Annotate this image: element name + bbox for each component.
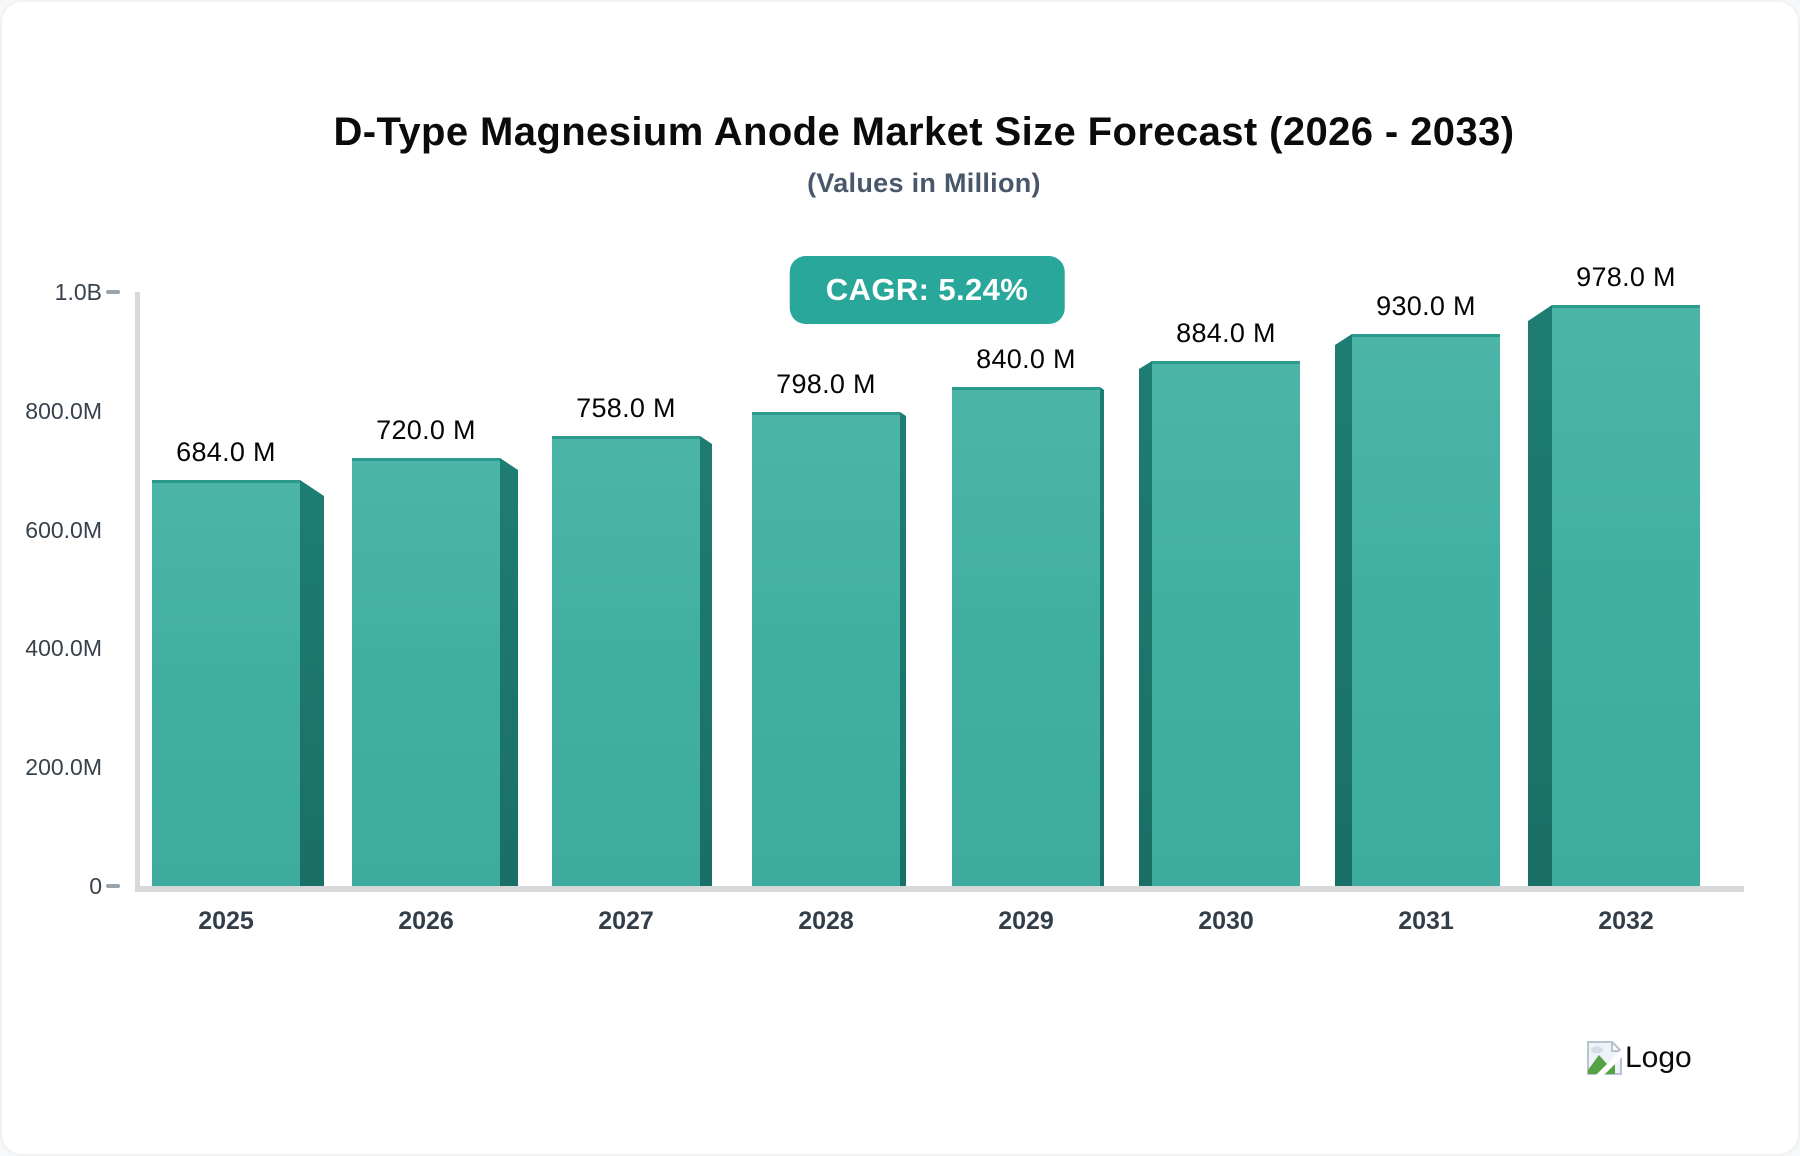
bar-value-label: 930.0 M (1376, 291, 1476, 321)
y-tick-label: 400.0M (25, 635, 102, 662)
x-tick-label: 2029 (998, 907, 1054, 935)
bar (1552, 305, 1700, 886)
y-tick-label: 800.0M (25, 397, 102, 424)
broken-image-icon (1587, 1041, 1623, 1076)
bar-side-face (1139, 361, 1152, 886)
bar (752, 412, 900, 886)
logo-watermark: Logo (1585, 1040, 1692, 1076)
x-tick-label: 2032 (1598, 907, 1654, 935)
y-tick-label: 200.0M (25, 754, 102, 781)
bar-side-face (1335, 334, 1352, 886)
bar-value-label: 758.0 M (576, 393, 676, 423)
chart-subtitle: (Values in Million) (807, 168, 1041, 198)
title-block: D-Type Magnesium Anode Market Size Forec… (46, 110, 1798, 199)
bar-value-label: 978.0 M (1576, 262, 1676, 292)
bar (1152, 361, 1300, 886)
cagr-badge: CAGR: 5.24% (789, 256, 1065, 324)
x-tick-label: 2025 (198, 907, 254, 935)
y-tick-label: 1.0B (54, 279, 102, 305)
x-tick-label: 2027 (598, 907, 654, 935)
x-tick-label: 2031 (1398, 907, 1454, 935)
bar-value-label: 720.0 M (376, 415, 476, 445)
bar (552, 436, 700, 886)
bar (1352, 334, 1500, 886)
bar-value-label: 684.0 M (176, 437, 276, 467)
y-axis-line (135, 292, 140, 892)
bar-value-label: 884.0 M (1176, 318, 1276, 348)
bar (152, 480, 300, 886)
x-tick-label: 2026 (398, 907, 454, 935)
bar-side-face (300, 480, 324, 886)
y-tick-label: 600.0M (25, 516, 102, 543)
bar-value-label: 840.0 M (976, 344, 1076, 374)
y-tick-mark (106, 884, 120, 888)
y-tick-label: 0 (89, 873, 102, 899)
y-tick-mark (106, 290, 120, 294)
bar-side-face (900, 412, 906, 886)
bar (352, 458, 500, 886)
x-tick-label: 2030 (1198, 907, 1254, 935)
logo-text: Logo (1625, 1041, 1692, 1074)
chart-title: D-Type Magnesium Anode Market Size Forec… (333, 110, 1515, 154)
x-axis-line (135, 886, 1744, 892)
bar-value-label: 798.0 M (776, 369, 876, 399)
x-tick-label: 2028 (798, 907, 854, 935)
bar-side-face (1528, 305, 1552, 886)
bar-side-face (700, 436, 712, 886)
bar (952, 387, 1100, 886)
bar-side-face (500, 458, 518, 886)
bar-side-face (1100, 387, 1104, 886)
